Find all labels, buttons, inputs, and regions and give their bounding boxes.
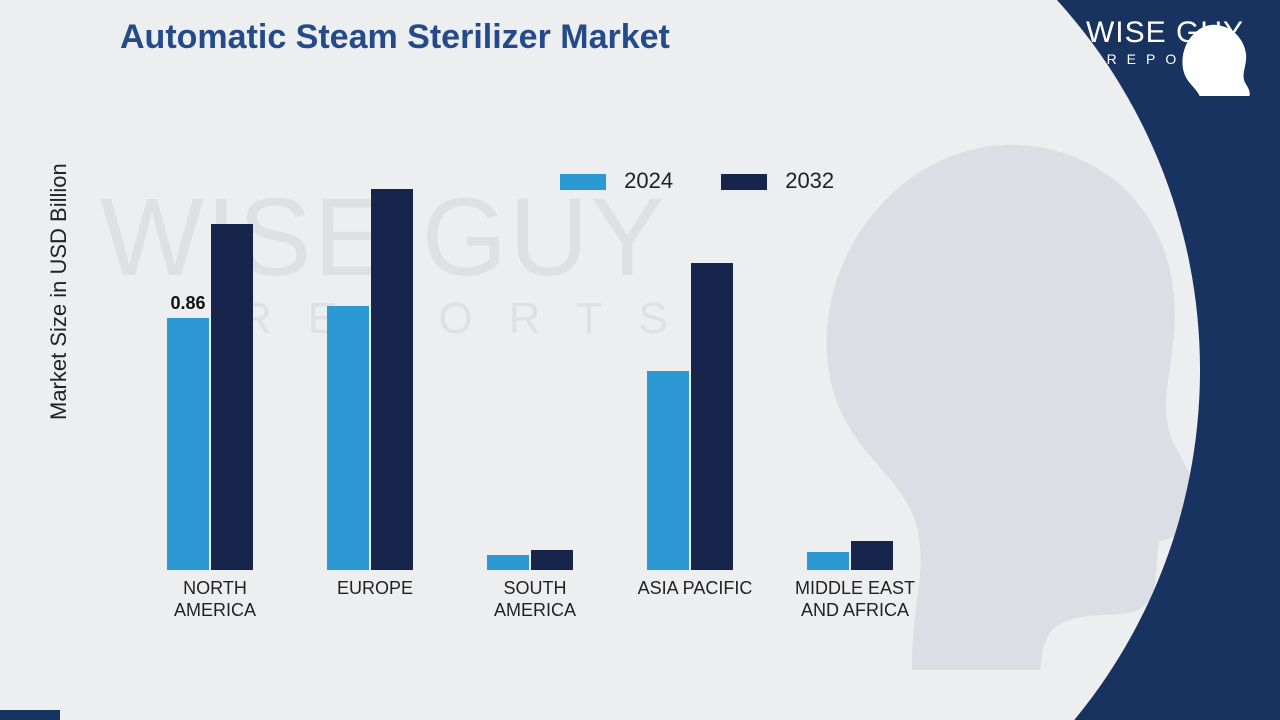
footer-accent bbox=[0, 710, 60, 720]
bar-2032 bbox=[691, 263, 733, 571]
category-label: NORTH AMERICA bbox=[145, 578, 285, 621]
y-axis-label: Market Size in USD Billion bbox=[46, 163, 72, 420]
bar-2032 bbox=[531, 550, 573, 571]
category-label: EUROPE bbox=[305, 578, 445, 600]
page-canvas: WISE GUY REPORTS Automatic Steam Sterili… bbox=[0, 0, 1280, 720]
category-label: ASIA PACIFIC bbox=[625, 578, 765, 600]
chart: Market Size in USD Billion NORTH AMERICA… bbox=[60, 160, 940, 690]
bar-2032 bbox=[371, 189, 413, 570]
bar-2024 bbox=[167, 318, 209, 570]
brand-logo: WISE GUY REPORTS bbox=[1086, 18, 1244, 66]
bar-2024 bbox=[807, 552, 849, 570]
value-label: 0.86 bbox=[158, 293, 218, 314]
chart-title: Automatic Steam Sterilizer Market bbox=[120, 18, 670, 57]
bar-2024 bbox=[487, 555, 529, 570]
category-label: SOUTH AMERICA bbox=[465, 578, 605, 621]
bar-2024 bbox=[327, 306, 369, 570]
brand-head-icon bbox=[1178, 22, 1252, 96]
category-label: MIDDLE EAST AND AFRICA bbox=[785, 578, 925, 621]
bar-2032 bbox=[211, 224, 253, 570]
bar-2032 bbox=[851, 541, 893, 570]
bar-2024 bbox=[647, 371, 689, 570]
plot-area: NORTH AMERICA0.86EUROPESOUTH AMERICAASIA… bbox=[134, 160, 940, 570]
